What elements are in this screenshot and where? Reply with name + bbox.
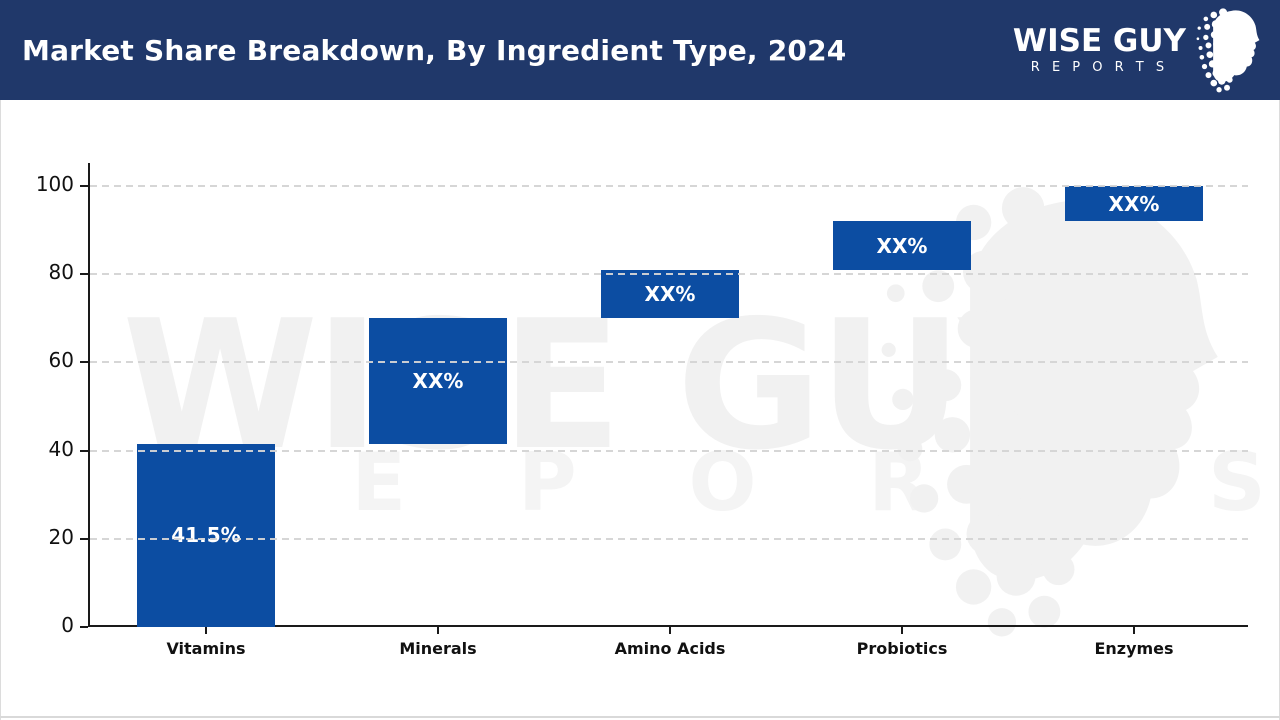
header-bar: Market Share Breakdown, By Ingredient Ty… xyxy=(0,0,1280,100)
brand-logo: WISE GUY R E P O R T S xyxy=(1013,6,1266,94)
gridline-80 xyxy=(90,273,1248,276)
x-axis-label-amino-acids: Amino Acids xyxy=(614,639,726,658)
y-axis-tick-0 xyxy=(80,626,88,628)
x-axis-label-enzymes: Enzymes xyxy=(1094,639,1174,658)
bar-enzymes: XX% xyxy=(1065,186,1203,222)
y-axis-label-100: 100 xyxy=(35,172,74,196)
bar-probiotics: XX% xyxy=(833,221,971,270)
bar-value-label-vitamins: 41.5% xyxy=(171,523,241,548)
y-axis-label-20: 20 xyxy=(48,524,74,549)
bar-amino-acids: XX% xyxy=(601,269,739,319)
bar-value-label-minerals: XX% xyxy=(412,369,464,394)
gridline-60 xyxy=(90,361,1248,364)
y-axis-tick-80 xyxy=(80,273,88,276)
bar-value-label-probiotics: XX% xyxy=(876,233,928,258)
brand-head-icon xyxy=(1196,8,1260,93)
x-axis-label-probiotics: Probiotics xyxy=(856,639,948,658)
y-axis-tick-100 xyxy=(80,185,88,187)
brand-reports-label: R E P O R T S xyxy=(1030,60,1169,75)
x-axis-tick-minerals xyxy=(437,627,439,634)
x-axis-tick-enzymes xyxy=(1133,627,1135,634)
bar-vitamins: 41.5% xyxy=(137,443,275,627)
bottom-divider xyxy=(0,716,1280,718)
gridline-20 xyxy=(90,537,1248,540)
x-axis-label-minerals: Minerals xyxy=(399,639,477,658)
brand-name-label: WISE GUY xyxy=(1012,23,1186,59)
y-axis-label-0: 0 xyxy=(61,613,74,637)
plot-area: 0 20 40 60 80 100 41.5% Vitamins XX% Minerals XX% A… xyxy=(36,163,1248,658)
y-axis-tick-60 xyxy=(80,361,88,364)
x-axis-tick-probiotics xyxy=(901,627,903,634)
bar-minerals: XX% xyxy=(369,318,507,444)
x-axis-label-vitamins: Vitamins xyxy=(166,639,246,658)
brand-logo-text: WISE GUY R E P O R T S xyxy=(1012,23,1186,75)
x-axis-tick-amino-acids xyxy=(669,627,671,634)
y-axis-label-60: 60 xyxy=(48,348,74,373)
y-axis-tick-20 xyxy=(80,537,88,540)
bar-value-label-amino-acids: XX% xyxy=(644,282,696,307)
bar-value-label-enzymes: XX% xyxy=(1108,191,1160,216)
y-axis-tick-40 xyxy=(80,449,88,452)
y-axis-label-80: 80 xyxy=(48,260,74,285)
gridline-40 xyxy=(90,449,1248,452)
x-axis-tick-vitamins xyxy=(205,627,207,634)
page-title: Market Share Breakdown, By Ingredient Ty… xyxy=(22,33,847,67)
y-axis-label-40: 40 xyxy=(48,436,74,461)
gridline-100 xyxy=(90,185,1248,187)
